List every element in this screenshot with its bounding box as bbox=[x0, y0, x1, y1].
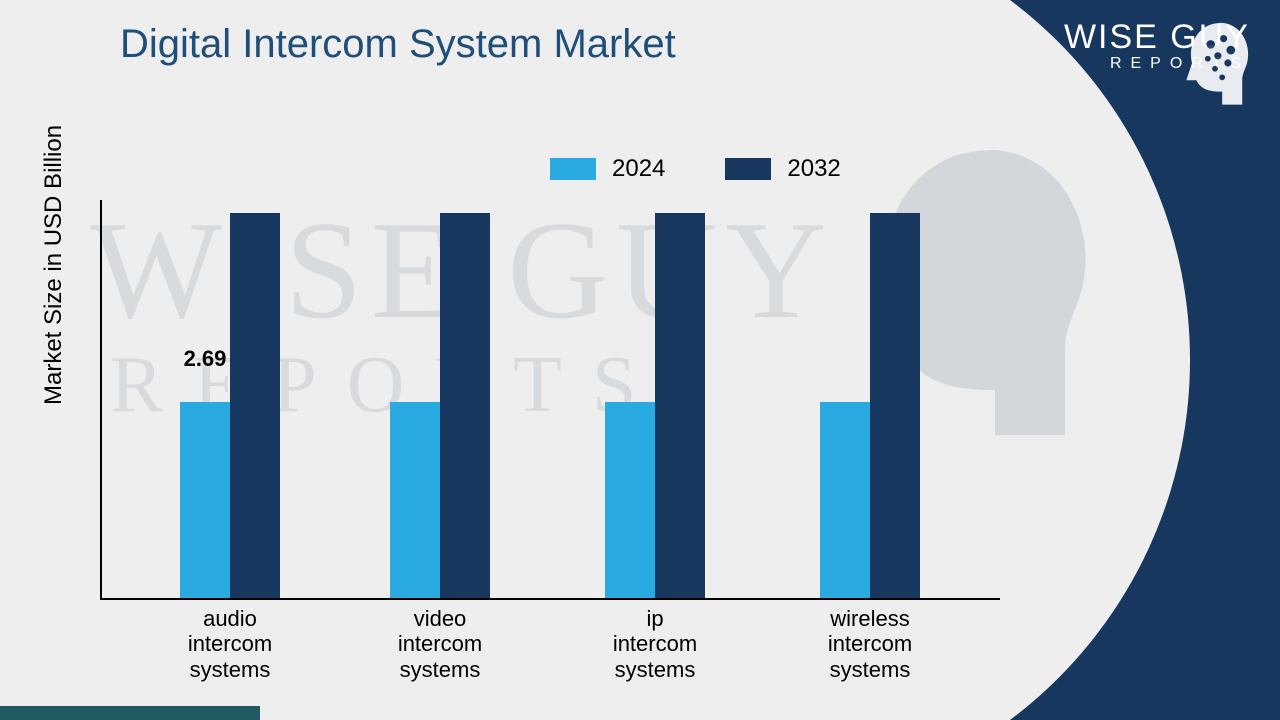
legend-item-2024: 2024 bbox=[550, 155, 665, 183]
bar-value-label: 2.69 bbox=[184, 346, 227, 374]
plot-area: 2.69audiointercomsystemsvideointercomsys… bbox=[100, 200, 1000, 600]
bottom-accent-strip bbox=[0, 706, 260, 720]
category-label: videointercomsystems bbox=[355, 600, 525, 682]
chart-legend: 2024 2032 bbox=[550, 155, 841, 183]
category-label: ipintercomsystems bbox=[570, 600, 740, 682]
right-panel bbox=[965, 0, 1280, 720]
category-label: audiointercomsystems bbox=[145, 600, 315, 682]
bar-2024 bbox=[605, 402, 655, 598]
bar-2024 bbox=[390, 402, 440, 598]
brand-logo: WISE GUY REPORTS bbox=[1064, 20, 1250, 72]
legend-swatch bbox=[550, 158, 596, 180]
bar-2024 bbox=[180, 402, 230, 598]
category-label: wirelessintercomsystems bbox=[785, 600, 955, 682]
bar-2032 bbox=[655, 213, 705, 598]
bar-2032 bbox=[230, 213, 280, 598]
legend-swatch bbox=[725, 158, 771, 180]
y-axis-line bbox=[100, 200, 102, 600]
bar-2032 bbox=[440, 213, 490, 598]
bar-2032 bbox=[870, 213, 920, 598]
chart-canvas: WISE GUY REPORTS Digital Intercom System… bbox=[0, 0, 1280, 720]
chart-title: Digital Intercom System Market bbox=[120, 22, 676, 67]
legend-label: 2024 bbox=[612, 155, 665, 183]
legend-label: 2032 bbox=[787, 155, 840, 183]
bar-2024 bbox=[820, 402, 870, 598]
legend-item-2032: 2032 bbox=[725, 155, 840, 183]
brand-head-icon bbox=[1178, 20, 1252, 106]
y-axis-label: Market Size in USD Billion bbox=[40, 125, 68, 405]
